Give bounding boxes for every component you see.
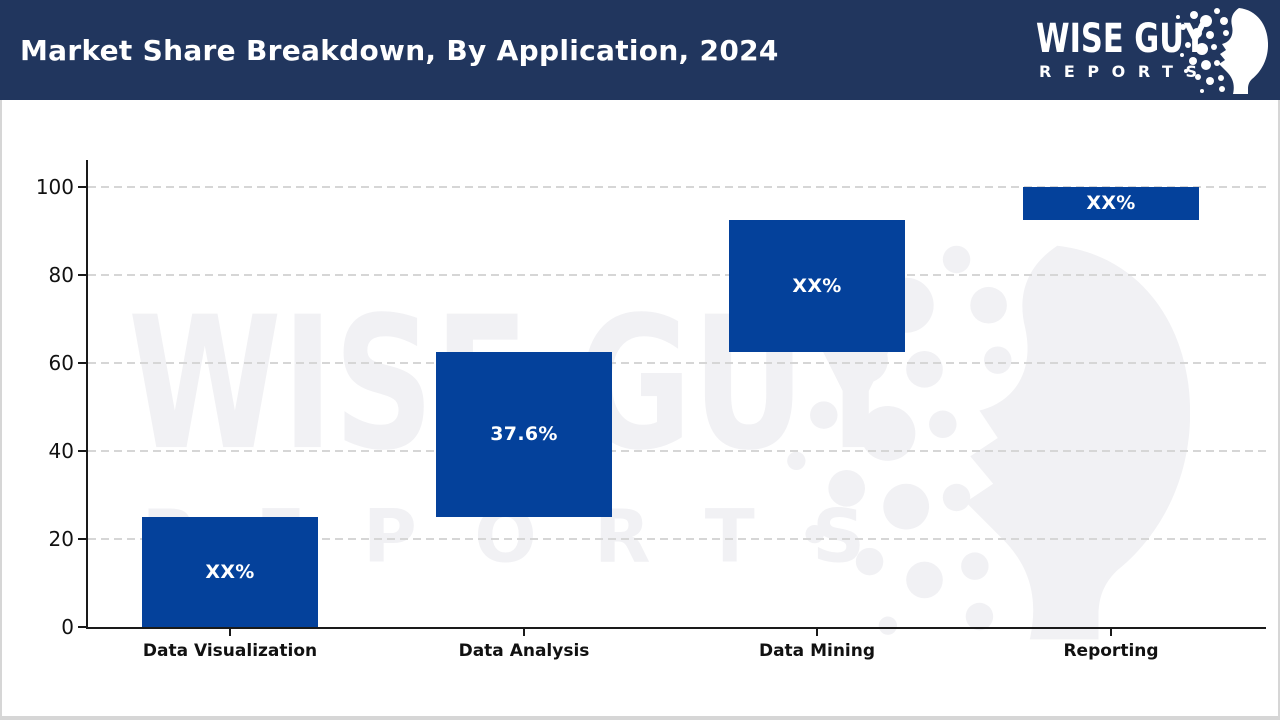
header-bar: Market Share Breakdown, By Application, …	[0, 0, 1280, 100]
bar-data-mining: XX%	[729, 219, 905, 352]
x-tickmark	[816, 629, 818, 636]
y-tick-label: 40	[48, 439, 74, 463]
x-axis-spine	[86, 627, 1266, 629]
y-tickmark	[78, 538, 88, 540]
y-tickmark	[78, 626, 88, 628]
gridline-40	[88, 450, 1266, 452]
y-tick-label: 80	[48, 263, 74, 287]
y-tick-label: 0	[61, 615, 74, 639]
category-label-4: Reporting	[1063, 641, 1159, 661]
bar-value-label: XX%	[792, 274, 842, 297]
x-tickmark	[1110, 629, 1112, 636]
x-tickmark	[523, 629, 525, 636]
bar-reporting: XX%	[1023, 187, 1199, 220]
y-tick-label: 20	[48, 527, 74, 551]
y-tickmark	[78, 362, 88, 364]
category-label-1: Data Visualization	[142, 641, 318, 661]
category-label-3: Data Mining	[758, 641, 876, 661]
bar-data-visualization: XX%	[142, 517, 318, 627]
frame-right	[1278, 100, 1280, 720]
y-tickmark	[78, 274, 88, 276]
frame-left	[0, 100, 2, 720]
gridline-80	[88, 274, 1266, 276]
gridline-20	[88, 538, 1266, 540]
y-tickmark	[78, 186, 88, 188]
bar-data-analysis: 37.6%	[436, 351, 612, 517]
gridline-60	[88, 362, 1266, 364]
gridline-100	[88, 186, 1266, 188]
y-tick-label: 60	[48, 351, 74, 375]
wise-guy-reports-logo	[1036, 8, 1268, 94]
bar-value-label: XX%	[205, 561, 255, 583]
y-tickmark	[78, 450, 88, 452]
frame-bottom	[0, 716, 1280, 720]
bar-value-label: 37.6%	[490, 423, 558, 446]
bar-value-label: XX%	[1086, 192, 1136, 215]
x-tickmark	[229, 629, 231, 636]
y-axis-spine	[86, 160, 88, 629]
chart-title: Market Share Breakdown, By Application, …	[20, 33, 779, 67]
y-tick-label: 100	[35, 175, 74, 199]
category-label-2: Data Analysis	[458, 641, 590, 661]
waterfall-chart: 0 20 40 60 80 100 XX% 37.6% XX% XX% Data Visualiza…	[0, 100, 1280, 720]
